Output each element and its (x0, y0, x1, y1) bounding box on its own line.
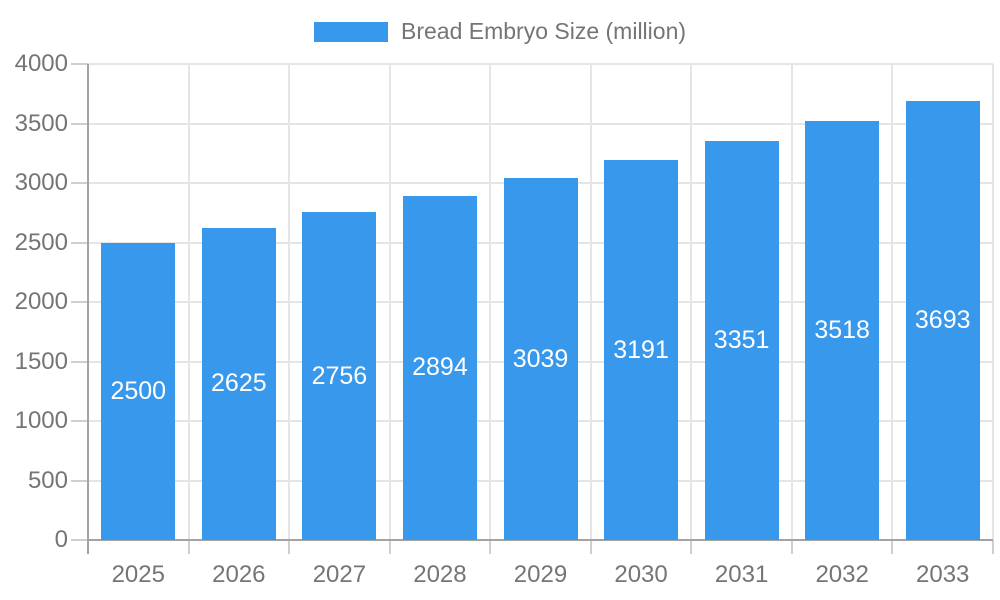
gridline-vertical (187, 64, 190, 540)
x-axis-tick (891, 540, 894, 554)
bar[interactable]: 2894 (402, 195, 477, 540)
y-axis-tick-label: 0 (54, 526, 68, 553)
bar-value-label: 2894 (412, 353, 468, 382)
x-axis-tick-label: 2027 (312, 561, 367, 588)
gridline-vertical (288, 64, 291, 540)
x-axis-tick-label: 2026 (212, 561, 266, 588)
gridline-vertical (790, 64, 793, 540)
x-axis-tick-label: 2029 (513, 561, 568, 588)
bar-value-label: 2500 (110, 376, 167, 405)
x-axis-tick-label: 2031 (714, 561, 769, 588)
bar-value-label: 3351 (713, 326, 770, 355)
bar[interactable]: 3351 (704, 141, 779, 540)
gridline-vertical (589, 64, 592, 540)
y-axis-tick (71, 182, 88, 184)
y-axis-tick-label: 4000 (14, 50, 68, 77)
x-axis-tick (790, 540, 793, 554)
gridline-vertical (992, 64, 994, 540)
x-axis-tick (87, 540, 89, 554)
bar-value-label: 2625 (211, 369, 267, 398)
x-axis-tick-label: 2025 (111, 561, 165, 588)
x-axis-tick (489, 540, 492, 554)
bar-value-label: 2756 (311, 361, 368, 390)
y-axis-line (87, 64, 89, 540)
x-axis-tick (288, 540, 291, 554)
x-axis-tick (589, 540, 592, 554)
y-axis-tick-label: 2000 (14, 288, 68, 315)
bar[interactable]: 3518 (805, 121, 880, 540)
x-axis-tick-label: 2033 (916, 561, 970, 588)
bar[interactable]: 2625 (201, 227, 276, 540)
y-axis-tick (71, 360, 88, 363)
y-axis-tick-label: 1500 (14, 347, 68, 375)
x-axis-tick-label: 2032 (815, 561, 869, 588)
x-axis-tick-label: 2028 (413, 561, 467, 588)
x-axis-tick (992, 540, 994, 554)
y-axis-tick-label: 3500 (14, 109, 68, 137)
y-axis-tick-label: 1000 (14, 407, 68, 434)
y-axis-tick (71, 122, 88, 125)
y-axis-tick-label: 500 (27, 466, 68, 494)
x-axis-tick-label: 2030 (614, 561, 668, 588)
bar-value-label: 3191 (613, 335, 669, 364)
bar[interactable]: 2500 (101, 242, 176, 540)
bar-value-label: 3693 (914, 305, 971, 334)
y-axis-tick-label: 3000 (14, 169, 68, 196)
chart-legend: Bread Embryo Size (million) (0, 18, 1000, 45)
gridline-horizontal (88, 122, 993, 125)
y-axis-tick (71, 539, 88, 541)
y-axis-tick (71, 301, 88, 303)
bar-value-label: 3518 (814, 316, 870, 345)
bar[interactable]: 3693 (905, 100, 980, 540)
y-axis-tick (71, 420, 88, 422)
bar[interactable]: 2756 (302, 212, 377, 540)
y-axis-tick (71, 63, 88, 65)
bar[interactable]: 3039 (503, 178, 578, 540)
y-axis-tick (71, 241, 88, 244)
legend-swatch-icon (313, 21, 388, 42)
bar-value-label: 3039 (512, 344, 569, 373)
legend-item[interactable]: Bread Embryo Size (million) (313, 18, 687, 45)
x-axis-tick (690, 540, 693, 554)
legend-label: Bread Embryo Size (million) (400, 18, 687, 44)
x-axis-tick (187, 540, 190, 554)
x-axis-tick (388, 540, 391, 554)
y-axis-tick (71, 479, 88, 482)
gridline-vertical (489, 64, 492, 540)
gridline-vertical (690, 64, 693, 540)
y-axis-tick-label: 2500 (14, 228, 68, 256)
bar[interactable]: 3191 (604, 160, 679, 540)
gridline-horizontal (88, 63, 993, 65)
gridline-vertical (388, 64, 391, 540)
x-axis-line (87, 539, 993, 541)
gridline-vertical (891, 64, 894, 540)
